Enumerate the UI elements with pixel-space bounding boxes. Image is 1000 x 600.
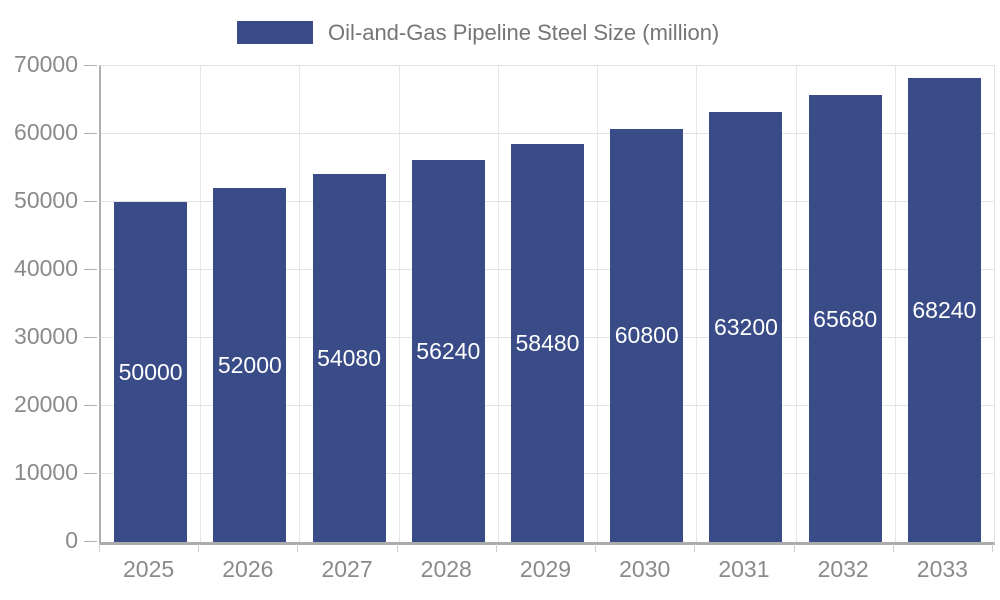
y-axis-tick-label: 20000	[14, 391, 78, 417]
y-axis-tick-label: 50000	[14, 187, 78, 213]
x-axis-tick-label: 2030	[619, 556, 671, 582]
gridline-vertical	[200, 66, 202, 542]
bar-2033: 68240	[907, 77, 981, 542]
x-axis-tick-mark	[992, 544, 993, 552]
bar-2029: 58480	[511, 144, 584, 542]
bar-2030: 60800	[610, 128, 684, 542]
x-axis-tick-mark	[198, 544, 200, 552]
bar-value-label: 50000	[118, 359, 183, 385]
bar-value-label: 54080	[317, 345, 382, 372]
x-axis-tick-mark	[694, 544, 696, 552]
x-axis-tick-label: 2033	[916, 556, 968, 582]
x-axis-tick-label: 2032	[817, 556, 869, 582]
y-axis-tick-mark	[84, 337, 97, 338]
x-axis-tick-mark	[793, 544, 795, 552]
legend[interactable]: Oil-and-Gas Pipeline Steel Size (million…	[237, 21, 719, 44]
x-axis-tick-mark	[495, 544, 497, 552]
x-axis-tick-mark	[99, 544, 100, 552]
legend-swatch	[237, 21, 313, 44]
bar-2028: 56240	[411, 159, 485, 542]
bar-value-label: 58480	[515, 330, 580, 357]
y-axis-tick-label: 60000	[14, 119, 78, 145]
gridline-horizontal	[101, 133, 994, 134]
y-axis-tick-label: 10000	[14, 459, 78, 485]
gridline-vertical	[497, 66, 499, 542]
bar-2027: 54080	[312, 174, 386, 542]
x-axis-tick-mark	[892, 544, 894, 552]
gridline-vertical	[299, 66, 301, 542]
x-axis-tick-label: 2027	[321, 556, 373, 582]
x-axis-tick-label: 2026	[222, 556, 274, 582]
x-axis-tick-label: 2025	[123, 556, 175, 582]
bar-2031: 63200	[709, 112, 783, 542]
bar-value-label: 63200	[713, 314, 778, 341]
gridline-vertical	[597, 66, 599, 542]
y-axis-tick-label: 0	[65, 527, 78, 553]
plot-area: 50000 52000 54080 56240 58480 60800 63200 65680…	[99, 65, 995, 545]
y-axis-tick-mark	[84, 405, 97, 406]
gridline-vertical	[696, 66, 698, 542]
bar-2032: 65680	[808, 95, 882, 542]
bar-value-label: 60800	[614, 322, 679, 349]
bar-value-label: 56240	[416, 337, 481, 364]
bar-value-label: 65680	[813, 305, 878, 332]
x-axis-tick-label: 2031	[718, 556, 770, 582]
bar-value-label: 52000	[217, 352, 282, 379]
x-axis-tick-mark	[297, 544, 299, 552]
x-axis-tick-mark	[396, 544, 398, 552]
x-axis-tick-label: 2028	[420, 556, 472, 582]
y-axis-tick-mark	[84, 201, 97, 202]
gridline-vertical	[795, 66, 797, 542]
y-axis-tick-label: 70000	[14, 51, 78, 77]
bar-2025: 50000	[114, 202, 188, 542]
y-axis-tick-label: 30000	[14, 323, 78, 349]
y-axis-tick-mark	[84, 473, 97, 474]
bar-value-label: 68240	[912, 296, 977, 323]
y-axis-tick-mark	[84, 269, 97, 270]
y-axis-tick-label: 40000	[14, 255, 78, 281]
x-axis-tick-mark	[595, 544, 597, 552]
gridline-vertical	[398, 66, 400, 542]
x-axis-tick-label: 2029	[519, 556, 572, 582]
y-axis-tick-mark	[84, 541, 97, 542]
y-axis-tick-mark	[84, 65, 97, 66]
gridline-vertical	[894, 66, 896, 542]
y-axis-tick-mark	[84, 133, 97, 134]
bar-2026: 52000	[213, 188, 287, 542]
legend-label: Oil-and-Gas Pipeline Steel Size (million…	[328, 20, 720, 45]
